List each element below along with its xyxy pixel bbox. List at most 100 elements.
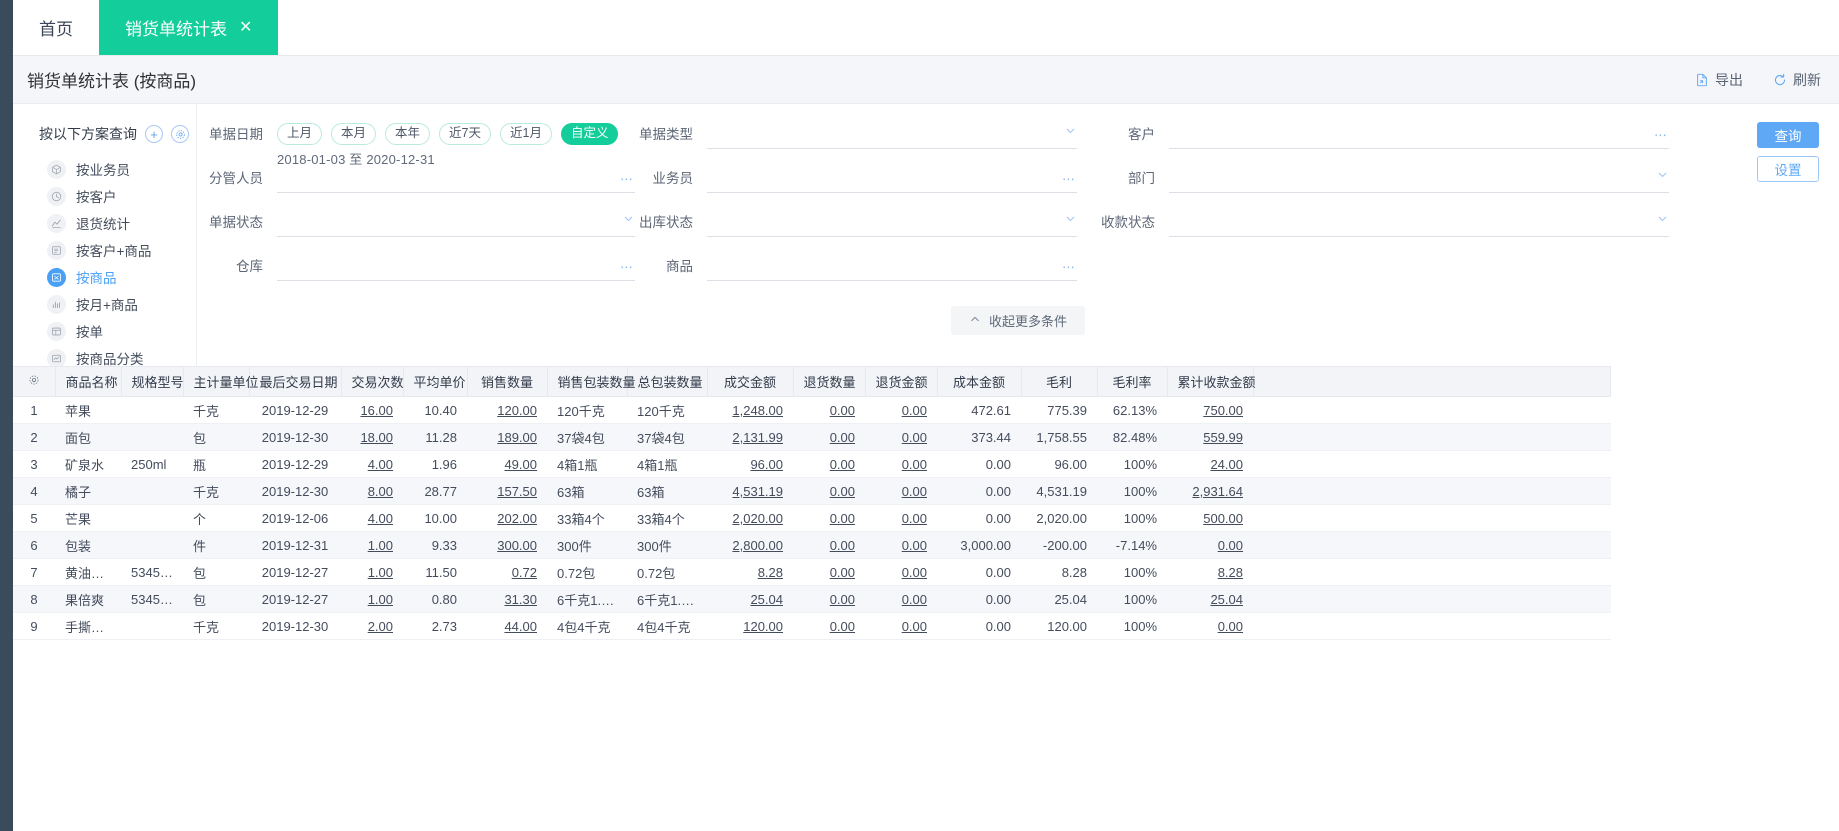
cell-link-sales-qty[interactable]: 202.00 <box>497 510 537 526</box>
cell-link-sales-qty[interactable]: 49.00 <box>504 456 537 472</box>
close-icon[interactable]: ✕ <box>239 18 253 36</box>
cell-sales-qty[interactable]: 120.00 <box>467 396 547 424</box>
cell-trade-count[interactable]: 16.00 <box>341 396 403 424</box>
cell-return-qty[interactable]: 0.00 <box>793 450 865 478</box>
cell-link-accum-received[interactable]: 25.04 <box>1210 591 1243 607</box>
sidebar-item-return-stats[interactable]: 退货统计 <box>13 210 196 236</box>
filter-salesperson-input[interactable]: ⋯ <box>707 166 1077 193</box>
cell-accum-received[interactable]: 559.99 <box>1167 423 1253 451</box>
header-sales-qty[interactable]: 销售数量 <box>467 366 548 397</box>
cell-link-deal-amount[interactable]: 2,800.00 <box>732 537 783 553</box>
cell-trade-count[interactable]: 1.00 <box>341 585 403 613</box>
cell-accum-received[interactable]: 0.00 <box>1167 531 1253 559</box>
cell-deal-amount[interactable]: 2,131.99 <box>707 423 793 451</box>
cell-link-accum-received[interactable]: 750.00 <box>1203 402 1243 418</box>
cell-sales-qty[interactable]: 300.00 <box>467 531 547 559</box>
sidebar-item-by-salesperson[interactable]: 按业务员 <box>13 156 196 182</box>
cell-return-amount[interactable]: 0.00 <box>865 477 937 505</box>
cell-sales-qty[interactable]: 44.00 <box>467 612 547 640</box>
header-spec-model[interactable]: 规格型号 <box>121 366 184 397</box>
cell-sales-qty[interactable]: 49.00 <box>467 450 547 478</box>
cell-link-return-qty[interactable]: 0.00 <box>829 510 855 526</box>
cell-link-accum-received[interactable]: 2,931.64 <box>1192 483 1243 499</box>
cell-return-amount[interactable]: 0.00 <box>865 558 937 586</box>
cell-accum-received[interactable]: 0.00 <box>1167 612 1253 640</box>
cell-link-deal-amount[interactable]: 1,248.00 <box>732 402 783 418</box>
cell-link-return-amount[interactable]: 0.00 <box>901 537 927 553</box>
chevron-down-icon[interactable] <box>1064 124 1077 142</box>
ellipsis-icon[interactable]: ⋯ <box>1062 171 1075 187</box>
cell-deal-amount[interactable]: 1,248.00 <box>707 396 793 424</box>
date-chip-this-year[interactable]: 本年 <box>385 123 431 145</box>
filter-receipt-status-select[interactable] <box>1169 210 1669 237</box>
query-button[interactable]: 查询 <box>1757 122 1819 148</box>
cell-link-trade-count[interactable]: 4.00 <box>367 456 393 472</box>
gear-icon[interactable] <box>171 125 189 143</box>
header-gross-margin[interactable]: 毛利率 <box>1097 366 1168 397</box>
table-row[interactable]: 9 手撕面包 千克 2019-12-30 2.00 2.73 44.00 4包4千克 4包4千克… <box>13 612 1611 640</box>
cell-link-accum-received[interactable]: 24.00 <box>1210 456 1243 472</box>
filter-product-input[interactable]: ⋯ <box>707 254 1077 281</box>
cell-trade-count[interactable]: 18.00 <box>341 423 403 451</box>
cell-link-return-amount[interactable]: 0.00 <box>901 564 927 580</box>
cell-link-return-amount[interactable]: 0.00 <box>901 402 927 418</box>
table-row[interactable]: 1 苹果 千克 2019-12-29 16.00 10.40 120.00 120千克 120千… <box>13 396 1611 424</box>
cell-return-qty[interactable]: 0.00 <box>793 558 865 586</box>
tab-sales-report[interactable]: 销货单统计表 ✕ <box>99 0 279 55</box>
chevron-down-icon[interactable] <box>1656 168 1669 186</box>
cell-link-accum-received[interactable]: 0.00 <box>1217 618 1243 634</box>
cell-link-trade-count[interactable]: 16.00 <box>360 402 393 418</box>
cell-trade-count[interactable]: 1.00 <box>341 531 403 559</box>
cell-return-amount[interactable]: 0.00 <box>865 504 937 532</box>
chevron-down-icon[interactable] <box>622 212 635 230</box>
filter-outbound-status-select[interactable] <box>707 210 1077 237</box>
settings-button[interactable]: 设置 <box>1757 156 1819 182</box>
header-gross-profit[interactable]: 毛利 <box>1021 366 1098 397</box>
table-row[interactable]: 6 包装 件 2019-12-31 1.00 9.33 300.00 300件 300件 2,80… <box>13 531 1611 559</box>
cell-deal-amount[interactable]: 25.04 <box>707 585 793 613</box>
sidebar-item-by-order[interactable]: 按单 <box>13 318 196 344</box>
cell-deal-amount[interactable]: 4,531.19 <box>707 477 793 505</box>
cell-link-return-qty[interactable]: 0.00 <box>829 618 855 634</box>
header-avg-price[interactable]: 平均单价 <box>403 366 468 397</box>
cell-sales-qty[interactable]: 157.50 <box>467 477 547 505</box>
cell-sales-qty[interactable]: 0.72 <box>467 558 547 586</box>
cell-return-qty[interactable]: 0.00 <box>793 396 865 424</box>
ellipsis-icon[interactable]: ⋯ <box>620 259 633 275</box>
date-range-value[interactable]: 2018-01-03 至 2020-12-31 <box>277 152 435 167</box>
chevron-down-icon[interactable] <box>1656 212 1669 230</box>
cell-return-qty[interactable]: 0.00 <box>793 423 865 451</box>
sidebar-item-by-month-product[interactable]: 按月+商品 <box>13 291 196 317</box>
table-row[interactable]: 7 黄油曲奇 534532 包 2019-12-27 1.00 11.50 0.72 0.72包… <box>13 558 1611 586</box>
cell-link-sales-qty[interactable]: 157.50 <box>497 483 537 499</box>
cell-link-return-amount[interactable]: 0.00 <box>901 510 927 526</box>
table-row[interactable]: 8 果倍爽 534532 包 2019-12-27 1.00 0.80 31.30 6千克1.3… <box>13 585 1611 613</box>
ellipsis-icon[interactable]: ⋯ <box>620 171 633 187</box>
double-chevron-left-icon[interactable]: « <box>41 126 49 142</box>
header-cost-amount[interactable]: 成本金额 <box>937 366 1022 397</box>
cell-link-deal-amount[interactable]: 2,020.00 <box>732 510 783 526</box>
header-main-unit[interactable]: 主计量单位 <box>183 366 259 397</box>
sidebar-item-by-customer[interactable]: 按客户 <box>13 183 196 209</box>
filter-department-select[interactable] <box>1169 166 1669 193</box>
cell-return-qty[interactable]: 0.00 <box>793 504 865 532</box>
cell-link-deal-amount[interactable]: 120.00 <box>743 618 783 634</box>
date-chip-last-7-days[interactable]: 近7天 <box>439 123 491 145</box>
date-chip-last-month[interactable]: 上月 <box>277 123 323 145</box>
cell-accum-received[interactable]: 24.00 <box>1167 450 1253 478</box>
cell-link-trade-count[interactable]: 1.00 <box>367 564 393 580</box>
cell-link-trade-count[interactable]: 8.00 <box>367 483 393 499</box>
cell-link-trade-count[interactable]: 2.00 <box>367 618 393 634</box>
cell-trade-count[interactable]: 4.00 <box>341 504 403 532</box>
cell-trade-count[interactable]: 2.00 <box>341 612 403 640</box>
header-last-trade-date[interactable]: 最后交易日期 <box>249 366 342 397</box>
date-chip-last-1-month[interactable]: 近1月 <box>500 123 552 145</box>
cell-accum-received[interactable]: 25.04 <box>1167 585 1253 613</box>
filter-doc-type-select[interactable] <box>707 122 1077 149</box>
filter-customer-input[interactable]: ⋯ <box>1169 122 1669 149</box>
header-product-name[interactable]: 商品名称 <box>55 366 122 397</box>
cell-return-amount[interactable]: 0.00 <box>865 423 937 451</box>
export-button[interactable]: 导出 <box>1695 70 1743 90</box>
cell-return-amount[interactable]: 0.00 <box>865 612 937 640</box>
header-return-qty[interactable]: 退货数量 <box>793 366 866 397</box>
